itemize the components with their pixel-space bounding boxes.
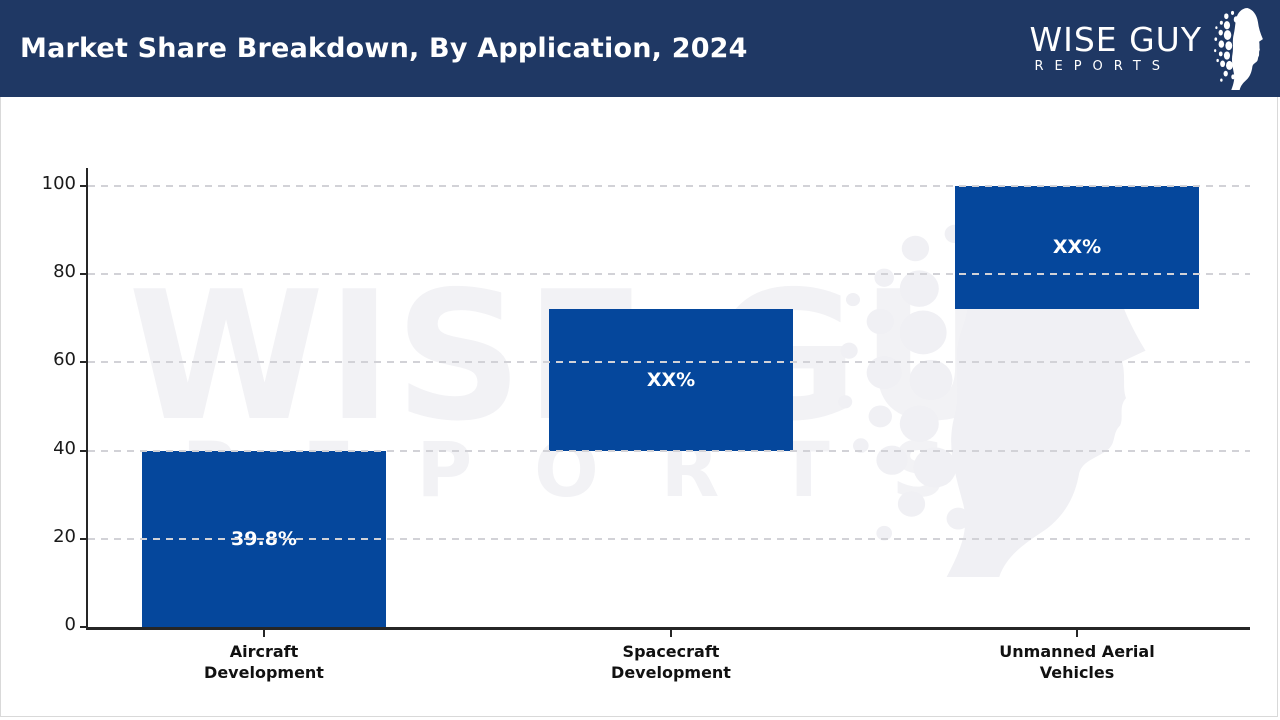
y-tick-mark: [80, 361, 88, 364]
y-tick-mark: [80, 273, 88, 276]
logo-wordmark-line1: WISE GUY: [1029, 20, 1202, 59]
y-tick-label: 80: [53, 261, 76, 283]
wiseguy-logo: WISE GUY REPORTS: [1029, 8, 1266, 90]
gridline: [88, 273, 1250, 276]
bar-segment: XX%: [549, 308, 793, 452]
y-tick-mark: [80, 537, 88, 540]
category-label: Spacecraft Development: [611, 642, 731, 683]
gridline: [88, 537, 1250, 540]
y-tick-label: 60: [53, 349, 76, 371]
bar-value-label: XX%: [646, 369, 696, 392]
y-tick-mark: [80, 185, 88, 187]
category-label: Aircraft Development: [204, 642, 324, 683]
y-tick-label: 0: [64, 614, 76, 635]
x-tick-mark: [1076, 629, 1078, 637]
x-axis-line: [86, 627, 1250, 630]
category-label: Unmanned Aerial Vehicles: [999, 642, 1155, 683]
y-tick-label: 100: [41, 173, 76, 194]
logo-wordmark: WISE GUY REPORTS: [1029, 23, 1202, 74]
logo-wordmark-line2: REPORTS: [1034, 59, 1172, 74]
gridline: [88, 361, 1250, 364]
x-tick-mark: [263, 629, 265, 637]
wiseguy-face-icon: [1204, 8, 1266, 90]
y-tick-mark: [80, 626, 88, 628]
bar-segment: XX%: [955, 186, 1199, 309]
header-bar: Market Share Breakdown, By Application, …: [0, 0, 1280, 97]
chart-border: [0, 97, 1278, 717]
y-axis-line: [86, 168, 88, 629]
x-tick-mark: [670, 629, 672, 637]
gridline: [88, 449, 1250, 452]
y-tick-label: 40: [53, 437, 76, 459]
y-tick-label: 20: [53, 525, 76, 547]
page-title: Market Share Breakdown, By Application, …: [20, 33, 748, 64]
bar-value-label: XX%: [1052, 236, 1102, 259]
y-tick-mark: [80, 449, 88, 452]
gridline: [88, 185, 1250, 187]
